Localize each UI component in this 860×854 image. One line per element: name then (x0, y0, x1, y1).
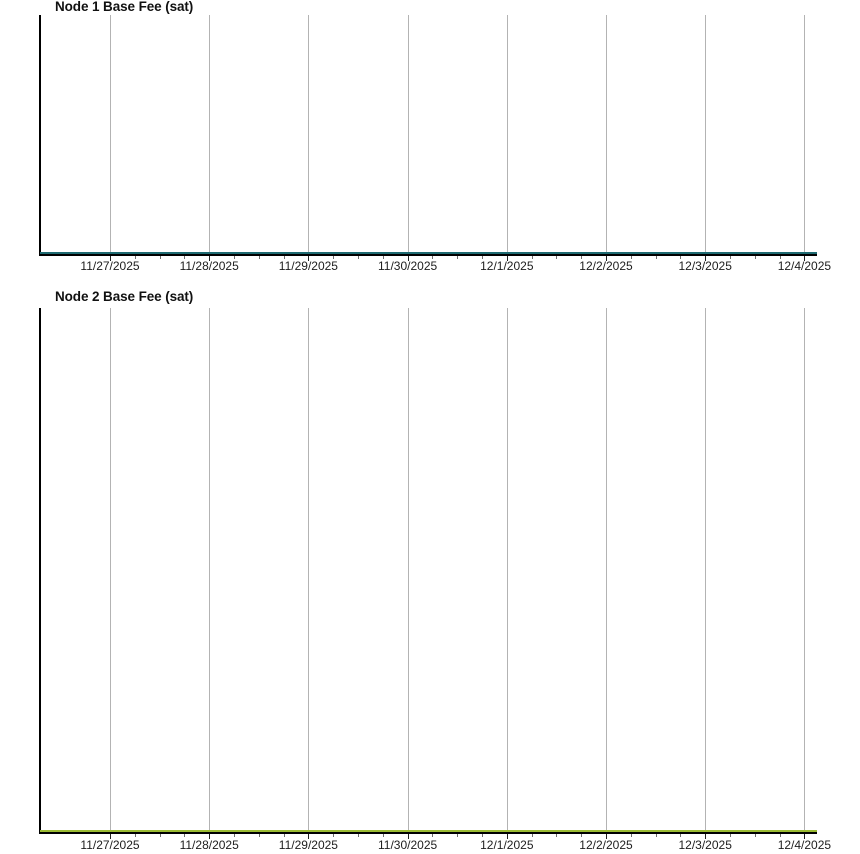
x-axis-minor-tick (531, 256, 533, 259)
plot-area-node-2 (39, 308, 817, 839)
x-axis-minor-tick (258, 834, 260, 837)
x-axis-tick-label: 11/29/2025 (278, 838, 338, 852)
x-axis-minor-tick (581, 256, 583, 259)
x-axis-tick-label: 11/29/2025 (278, 259, 338, 273)
x-axis-minor-tick (482, 256, 483, 259)
x-axis-minor-tick (234, 834, 235, 837)
x-axis-minor-tick (184, 834, 186, 837)
gridline (407, 308, 409, 834)
x-axis-ticks-node-1 (39, 256, 817, 261)
x-axis-tick (209, 256, 211, 261)
series-line-node-1 (39, 251, 817, 254)
chart-panel-node-2: Node 2 Base Fee (sat) 11/27/2025 11/28/20… (0, 286, 860, 852)
x-axis-minor-tick (754, 834, 756, 837)
x-axis-tick-label: 12/3/2025 (678, 259, 732, 273)
x-axis-minor-tick (754, 256, 756, 259)
x-axis-tick-label: 11/27/2025 (80, 838, 140, 852)
gridline (506, 15, 508, 256)
x-axis-minor-tick (630, 256, 632, 259)
x-axis-minor-tick (134, 256, 136, 259)
x-axis-minor-tick (358, 256, 359, 259)
y-axis-node-1 (39, 15, 41, 256)
x-axis-minor-tick (184, 256, 186, 259)
x-axis-tick-label: 12/2/2025 (579, 838, 633, 852)
x-axis-minor-tick (779, 256, 781, 259)
x-axis-minor-tick (432, 834, 434, 837)
x-axis-minor-tick (680, 256, 682, 259)
gridline (209, 15, 211, 256)
y-axis-node-2 (39, 308, 41, 834)
x-axis-tick-label: 12/3/2025 (678, 838, 732, 852)
gridline (407, 15, 409, 256)
x-axis-tick-label: 11/28/2025 (179, 259, 239, 273)
x-axis-minor-tick (283, 834, 285, 837)
x-axis-tick (506, 256, 508, 261)
x-axis-minor-tick (382, 834, 384, 837)
x-axis-minor-tick (159, 256, 161, 259)
gridline (606, 15, 607, 256)
x-axis-minor-tick (655, 256, 657, 259)
x-axis-tick-label: 12/4/2025 (777, 838, 832, 852)
x-axis-minor-tick (730, 256, 731, 259)
gridline (804, 15, 806, 256)
x-axis-minor-tick (159, 834, 161, 837)
x-axis-minor-tick (556, 256, 558, 259)
x-axis-minor-tick (333, 834, 335, 837)
x-axis-minor-tick (581, 834, 583, 837)
x-axis-tick-label: 11/27/2025 (80, 259, 140, 273)
x-axis-tick-labels-node-2: 11/27/2025 11/28/2025 11/29/2025 11/30/2025… (0, 838, 860, 854)
x-axis-minor-tick (730, 834, 731, 837)
x-axis-minor-tick (680, 834, 682, 837)
x-axis-minor-tick (134, 834, 136, 837)
gridline (804, 308, 806, 834)
gridline (606, 308, 607, 834)
x-axis-minor-tick (779, 834, 781, 837)
x-axis-tick-label: 12/2/2025 (579, 259, 633, 273)
x-axis-tick-labels-node-1: 11/27/2025 11/28/2025 11/29/2025 11/30/2025… (0, 259, 860, 275)
chart-title-node-2: Node 2 Base Fee (sat) (55, 289, 194, 304)
gridline (209, 308, 211, 834)
x-axis-tick (804, 256, 806, 261)
x-axis-minor-tick (531, 834, 533, 837)
x-axis-minor-tick (258, 256, 260, 259)
gridline (308, 15, 310, 256)
gridline (506, 308, 508, 834)
x-axis-minor-tick (556, 834, 558, 837)
x-axis-tick-label: 12/4/2025 (777, 259, 832, 273)
series-line-node-2 (39, 829, 817, 832)
x-axis-minor-tick (655, 834, 657, 837)
gridline (308, 308, 310, 834)
chart-panel-node-1: Node 1 Base Fee (sat) 11/27/2025 11/28/20… (0, 0, 860, 286)
x-axis-minor-tick (333, 256, 335, 259)
plot-area-node-1 (39, 15, 817, 261)
x-axis-tick (407, 256, 409, 261)
x-axis-minor-tick (234, 256, 235, 259)
gridline (110, 15, 111, 256)
gridline (705, 15, 707, 256)
x-axis-minor-tick (358, 834, 359, 837)
x-axis-minor-tick (630, 834, 632, 837)
x-axis-tick (705, 256, 707, 261)
gridline (110, 308, 111, 834)
gridlines-node-1 (39, 15, 817, 256)
x-axis-tick-label: 12/1/2025 (480, 259, 534, 273)
x-axis-node-1 (39, 254, 817, 256)
chart-title-node-1: Node 1 Base Fee (sat) (55, 0, 194, 14)
x-axis-minor-tick (457, 256, 459, 259)
x-axis-tick-label: 11/30/2025 (378, 838, 438, 852)
gridlines-node-2 (39, 308, 817, 834)
x-axis-tick (606, 256, 607, 261)
x-axis-tick (110, 256, 111, 261)
x-axis-minor-tick (382, 256, 384, 259)
x-axis-minor-tick (283, 256, 285, 259)
x-axis-tick-label: 12/1/2025 (480, 838, 534, 852)
gridline (705, 308, 707, 834)
x-axis-tick-label: 11/30/2025 (378, 259, 438, 273)
x-axis-tick-label: 11/28/2025 (179, 838, 239, 852)
x-axis-minor-tick (482, 834, 483, 837)
x-axis-tick (308, 256, 310, 261)
x-axis-minor-tick (457, 834, 459, 837)
x-axis-minor-tick (432, 256, 434, 259)
